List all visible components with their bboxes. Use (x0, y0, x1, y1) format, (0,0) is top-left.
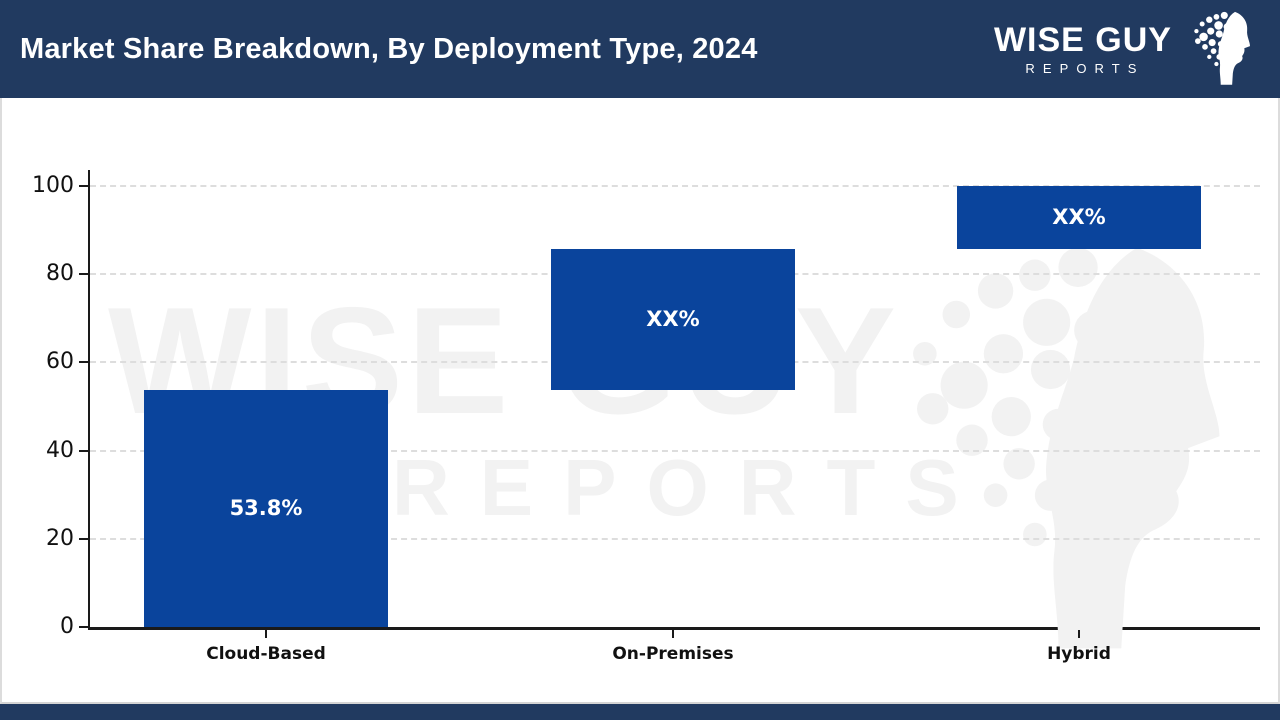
y-tick-mark (79, 449, 88, 452)
plot-area: 0 20 40 60 80 100 53.8% Cloud-Based XX% On-Premis… (32, 170, 1260, 664)
bar-on-premises: XX% (551, 248, 795, 390)
x-category-label: Cloud-Based (206, 644, 326, 664)
bar-value-label: XX% (1052, 205, 1106, 230)
y-tick-label: 100 (32, 173, 74, 198)
logo-text: WISE GUY REPORTS (994, 23, 1172, 75)
bar-cloud-based: 53.8% (144, 389, 388, 627)
x-category-label: Hybrid (1047, 644, 1111, 664)
x-tick-mark (672, 630, 674, 638)
page-title: Market Share Breakdown, By Deployment Ty… (20, 32, 758, 65)
wise-guy-logo: WISE GUY REPORTS (994, 9, 1252, 89)
logo-head-icon (1194, 11, 1250, 85)
footer-bar (0, 704, 1280, 720)
bar-value-label: 53.8% (229, 496, 303, 521)
y-tick-label: 20 (46, 525, 74, 551)
y-tick-label: 40 (46, 437, 74, 463)
x-category-label: On-Premises (612, 644, 734, 664)
y-tick-label: 80 (46, 261, 74, 287)
logo-wordmark: WISE GUY (993, 21, 1172, 59)
y-tick-mark (79, 185, 88, 187)
x-tick-mark (1078, 630, 1080, 638)
header-banner: Market Share Breakdown, By Deployment Ty… (0, 0, 1280, 98)
gridline-40 (90, 449, 1260, 452)
y-tick-label: 0 (60, 614, 74, 639)
y-tick-mark (79, 537, 88, 540)
y-tick-label: 60 (46, 349, 74, 375)
y-tick-mark (79, 273, 88, 276)
y-tick-mark (79, 361, 88, 364)
x-tick-mark (265, 630, 267, 638)
logo-subtitle: REPORTS (1025, 61, 1145, 76)
bar-hybrid: XX% (957, 186, 1201, 249)
bar-value-label: XX% (646, 307, 700, 332)
gridline-20 (90, 537, 1260, 540)
gridline-100 (90, 185, 1260, 187)
y-tick-mark (79, 626, 88, 628)
